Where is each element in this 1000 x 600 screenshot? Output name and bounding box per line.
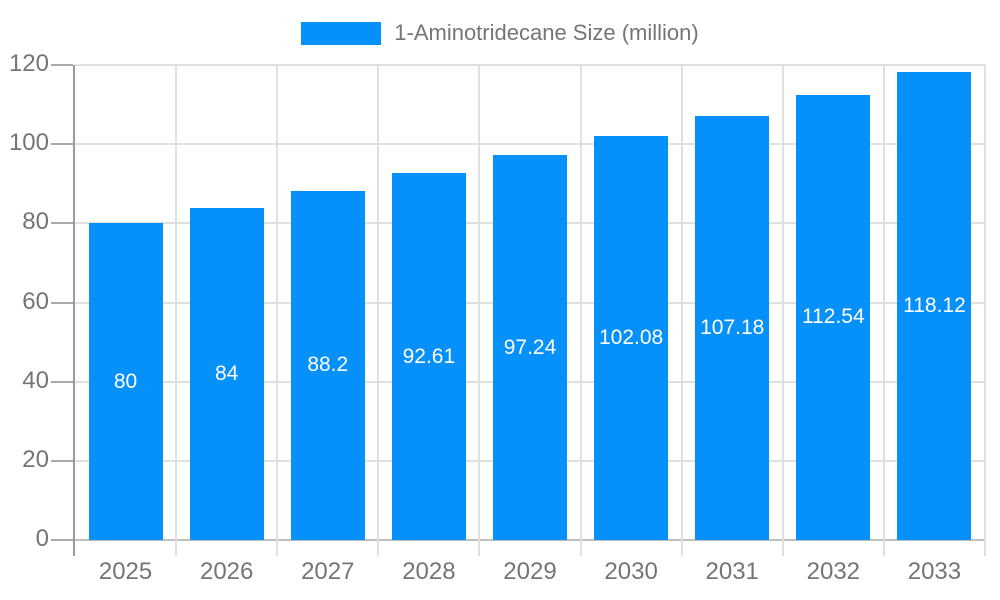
y-gridline <box>75 64 985 66</box>
y-axis-tick <box>51 459 73 462</box>
x-axis-label: 2027 <box>301 558 355 585</box>
y-axis-label: 120 <box>8 49 49 77</box>
bar-value-label: 84 <box>214 361 239 385</box>
y-axis-tick <box>51 539 73 541</box>
x-gridline <box>579 65 582 556</box>
bar: 118.12 <box>897 72 972 540</box>
y-gridline <box>75 143 985 146</box>
x-gridline <box>882 65 885 556</box>
x-gridline <box>478 65 481 556</box>
bar: 92.61 <box>391 173 466 540</box>
x-axis-label: 2028 <box>402 558 456 585</box>
x-gridline <box>984 65 986 556</box>
x-gridline <box>781 65 784 556</box>
y-axis-label: 60 <box>22 287 49 315</box>
bar-value-label: 80 <box>113 369 138 393</box>
bar: 80 <box>88 223 163 540</box>
y-axis-tick <box>51 143 73 146</box>
x-axis-label: 2033 <box>907 558 962 585</box>
bar: 84 <box>189 207 264 540</box>
bar: 112.54 <box>796 94 871 540</box>
y-axis-label: 0 <box>35 524 49 552</box>
bar: 107.18 <box>695 115 770 540</box>
x-axis-label: 2032 <box>806 558 861 585</box>
y-axis-tick <box>51 64 73 66</box>
x-axis-label: 2029 <box>503 558 557 585</box>
x-gridline <box>276 65 279 556</box>
bar: 97.24 <box>493 155 567 540</box>
bar-value-label: 112.54 <box>801 305 865 329</box>
y-axis-label: 80 <box>22 208 49 236</box>
x-gridline <box>175 65 178 556</box>
x-axis-label: 2025 <box>98 558 153 585</box>
bar: 88.2 <box>290 190 365 540</box>
y-axis-tick <box>51 380 73 383</box>
bar: 102.08 <box>594 135 669 540</box>
y-axis-line <box>73 65 75 556</box>
legend-label: 1-Aminotridecane Size (million) <box>394 20 699 45</box>
plot-area: 0 20 40 60 80 100 120 80 2025 84 2026 88.2 2027 92.61… <box>9 50 986 585</box>
x-axis-label: 2031 <box>705 558 759 585</box>
bar-value-label: 118.12 <box>903 294 966 318</box>
y-gridline <box>75 539 985 541</box>
legend-swatch-icon <box>301 21 382 45</box>
legend-item[interactable]: 1-Aminotridecane Size (million) <box>0 20 1000 46</box>
y-axis-label: 40 <box>22 366 49 394</box>
y-axis-label: 20 <box>22 445 49 473</box>
bar-value-label: 97.24 <box>503 335 557 359</box>
x-axis-label: 2030 <box>604 558 658 585</box>
y-axis-tick <box>51 222 73 225</box>
y-axis-tick <box>51 301 73 304</box>
y-axis-label: 100 <box>8 129 49 157</box>
bar-value-label: 92.61 <box>402 344 456 368</box>
x-gridline <box>377 65 380 556</box>
x-axis-label: 2026 <box>199 558 254 585</box>
bar-value-label: 107.18 <box>700 315 765 339</box>
x-gridline <box>680 65 683 556</box>
bar-value-label: 88.2 <box>307 353 349 377</box>
bar-value-label: 102.08 <box>598 325 664 349</box>
